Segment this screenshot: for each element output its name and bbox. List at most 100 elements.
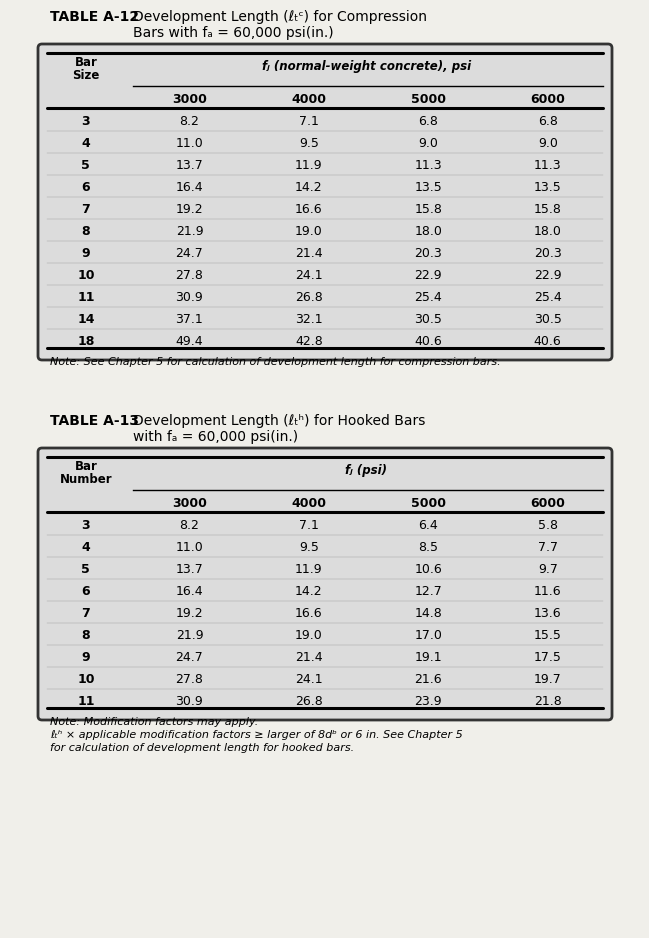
Text: 24.7: 24.7 — [176, 650, 203, 663]
Text: 6000: 6000 — [530, 93, 565, 105]
Text: for calculation of development length for hooked bars.: for calculation of development length fo… — [50, 743, 354, 753]
Text: 8.2: 8.2 — [180, 114, 199, 128]
Text: Size: Size — [72, 69, 99, 83]
Text: 24.1: 24.1 — [295, 268, 323, 281]
Text: 8: 8 — [82, 224, 90, 237]
Text: 7.1: 7.1 — [299, 114, 319, 128]
Text: 19.1: 19.1 — [415, 650, 442, 663]
Text: 21.8: 21.8 — [534, 694, 561, 707]
Text: 6000: 6000 — [530, 496, 565, 509]
Text: 30.9: 30.9 — [176, 694, 203, 707]
Text: 18.0: 18.0 — [414, 224, 442, 237]
Text: TABLE A-12: TABLE A-12 — [50, 10, 139, 24]
Text: 6.8: 6.8 — [538, 114, 557, 128]
Text: 11.3: 11.3 — [534, 159, 561, 172]
Text: 9.5: 9.5 — [299, 137, 319, 149]
Text: 15.5: 15.5 — [533, 628, 561, 642]
Text: 21.6: 21.6 — [415, 673, 442, 686]
Text: 22.9: 22.9 — [415, 268, 442, 281]
Text: Development Length (ℓₜʰ) for Hooked Bars: Development Length (ℓₜʰ) for Hooked Bars — [133, 414, 425, 428]
Text: 18.0: 18.0 — [533, 224, 561, 237]
Text: 25.4: 25.4 — [415, 291, 442, 304]
Text: 30.9: 30.9 — [176, 291, 203, 304]
Text: 5000: 5000 — [411, 93, 446, 105]
Text: Development Length (ℓₜᶜ) for Compression: Development Length (ℓₜᶜ) for Compression — [133, 10, 427, 24]
Text: 13.5: 13.5 — [415, 180, 442, 193]
Text: Bar: Bar — [75, 461, 97, 474]
Text: 6.4: 6.4 — [419, 519, 438, 532]
Text: 30.5: 30.5 — [414, 312, 442, 325]
Text: 13.7: 13.7 — [176, 159, 203, 172]
Text: 20.3: 20.3 — [534, 247, 561, 260]
FancyBboxPatch shape — [38, 44, 612, 360]
Text: 9: 9 — [82, 247, 90, 260]
Text: 19.7: 19.7 — [534, 673, 561, 686]
Text: 8.5: 8.5 — [419, 540, 438, 553]
Text: 27.8: 27.8 — [175, 268, 203, 281]
Text: 14: 14 — [77, 312, 95, 325]
Text: 7: 7 — [82, 203, 90, 216]
Text: 42.8: 42.8 — [295, 335, 323, 347]
Text: 9.5: 9.5 — [299, 540, 319, 553]
Text: 24.1: 24.1 — [295, 673, 323, 686]
Text: 11: 11 — [77, 694, 95, 707]
Text: 16.6: 16.6 — [295, 607, 323, 619]
Text: 12.7: 12.7 — [415, 584, 442, 598]
Text: 13.7: 13.7 — [176, 563, 203, 576]
Text: 13.5: 13.5 — [534, 180, 561, 193]
Text: 13.6: 13.6 — [534, 607, 561, 619]
Text: Note: See Chapter 5 for calculation of development length for compression bars.: Note: See Chapter 5 for calculation of d… — [50, 357, 500, 367]
Text: 4000: 4000 — [291, 496, 326, 509]
Text: 26.8: 26.8 — [295, 694, 323, 707]
Text: 25.4: 25.4 — [534, 291, 561, 304]
Text: 18: 18 — [77, 335, 95, 347]
Text: 11.3: 11.3 — [415, 159, 442, 172]
Text: 10.6: 10.6 — [415, 563, 442, 576]
Text: 11.9: 11.9 — [295, 159, 323, 172]
Text: Number: Number — [60, 474, 112, 486]
Text: 3: 3 — [82, 114, 90, 128]
Text: Note: Modification factors may apply.: Note: Modification factors may apply. — [50, 717, 258, 727]
Text: 16.4: 16.4 — [176, 584, 203, 598]
Text: 19.0: 19.0 — [295, 224, 323, 237]
Text: 5.8: 5.8 — [538, 519, 557, 532]
Text: 11.0: 11.0 — [176, 540, 203, 553]
Text: 40.6: 40.6 — [415, 335, 442, 347]
Text: fⱼ (psi): fⱼ (psi) — [345, 463, 387, 477]
Text: 14.2: 14.2 — [295, 584, 323, 598]
Text: 8: 8 — [82, 628, 90, 642]
Text: 6: 6 — [82, 584, 90, 598]
Text: 23.9: 23.9 — [415, 694, 442, 707]
Text: 4000: 4000 — [291, 93, 326, 105]
Text: 40.6: 40.6 — [534, 335, 561, 347]
FancyBboxPatch shape — [38, 448, 612, 720]
Text: 19.0: 19.0 — [295, 628, 323, 642]
Text: 11: 11 — [77, 291, 95, 304]
Text: 21.9: 21.9 — [176, 628, 203, 642]
Text: 24.7: 24.7 — [176, 247, 203, 260]
Text: 7.7: 7.7 — [538, 540, 557, 553]
Text: 11.6: 11.6 — [534, 584, 561, 598]
Text: 19.2: 19.2 — [176, 607, 203, 619]
Text: 27.8: 27.8 — [175, 673, 203, 686]
Text: 32.1: 32.1 — [295, 312, 323, 325]
Text: 14.2: 14.2 — [295, 180, 323, 193]
Text: 16.4: 16.4 — [176, 180, 203, 193]
Text: 10: 10 — [77, 673, 95, 686]
Text: 9.0: 9.0 — [538, 137, 557, 149]
Text: 14.8: 14.8 — [415, 607, 442, 619]
Text: 4: 4 — [82, 137, 90, 149]
Text: 3000: 3000 — [172, 496, 207, 509]
Text: 17.5: 17.5 — [533, 650, 561, 663]
Text: 26.8: 26.8 — [295, 291, 323, 304]
Text: 30.5: 30.5 — [533, 312, 561, 325]
Text: 6.8: 6.8 — [419, 114, 438, 128]
Text: 3: 3 — [82, 519, 90, 532]
Text: fⱼ (normal-weight concrete), psi: fⱼ (normal-weight concrete), psi — [262, 60, 471, 73]
Text: 15.8: 15.8 — [414, 203, 442, 216]
Text: 9: 9 — [82, 650, 90, 663]
Text: with fₐ = 60,000 psi(in.): with fₐ = 60,000 psi(in.) — [133, 430, 298, 444]
Text: 37.1: 37.1 — [176, 312, 203, 325]
Text: 9.0: 9.0 — [419, 137, 438, 149]
Text: 15.8: 15.8 — [533, 203, 561, 216]
